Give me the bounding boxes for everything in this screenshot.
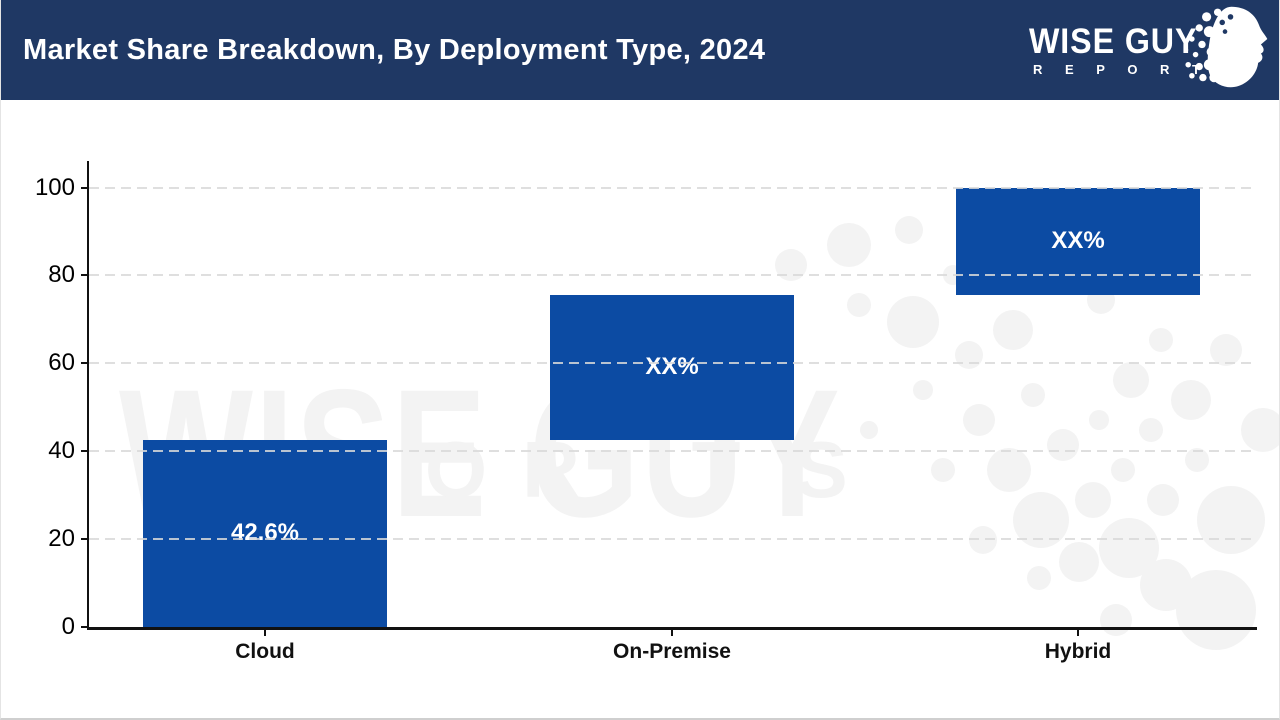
y-tick [81, 186, 89, 189]
x-axis-label-cloud: Cloud [235, 640, 295, 663]
gridline-y60 [89, 362, 1257, 365]
watermark-letter: O [424, 425, 488, 514]
x-axis-label-on-premise: On-Premise [613, 640, 731, 663]
watermark-letter: S [794, 425, 848, 514]
watermark-letter: T [691, 425, 741, 514]
x-tick [264, 629, 266, 636]
bar-value-label: XX% [1051, 227, 1105, 255]
wise-guy-reports-logo: WISE GUY R E P O R T S [1021, 0, 1271, 100]
dotted-face-icon [1184, 6, 1268, 88]
header-bar: Market Share Breakdown, By Deployment Ty… [1, 0, 1279, 100]
bar-hybrid: XX% [956, 187, 1200, 295]
y-axis-label-0: 0 [61, 613, 75, 640]
watermark-letter: R [522, 425, 580, 514]
gridline-y40 [89, 450, 1257, 453]
y-axis-label-80: 80 [48, 261, 75, 289]
watermark-face-dots [775, 216, 1279, 650]
y-axis-label-40: 40 [48, 437, 75, 465]
gridline-y100 [89, 186, 1257, 189]
bar-cloud: 42.6% [143, 439, 387, 627]
y-tick [81, 538, 89, 541]
bar-on-premise: XX% [550, 294, 794, 440]
y-axis-spine [87, 161, 89, 629]
x-tick [671, 629, 673, 636]
page-title: Market Share Breakdown, By Deployment Ty… [23, 33, 766, 66]
y-tick [81, 626, 89, 628]
y-tick [81, 450, 89, 453]
logo-wordmark: WISE GUY [1029, 22, 1198, 61]
bar-value-label: XX% [645, 353, 699, 381]
y-axis-label-20: 20 [48, 525, 75, 553]
bar-value-label: 42.6% [230, 519, 300, 547]
y-tick [81, 362, 89, 365]
y-axis-label-60: 60 [48, 349, 75, 377]
y-axis-label-100: 100 [34, 173, 75, 201]
logo-reports-text: R E P O R T S [1033, 62, 1241, 77]
gridline-y20 [89, 538, 1257, 541]
y-tick [81, 274, 89, 277]
x-tick [1077, 629, 1079, 636]
x-axis-label-hybrid: Hybrid [1044, 640, 1112, 663]
gridline-y80 [89, 274, 1257, 277]
x-axis-spine [87, 627, 1257, 630]
